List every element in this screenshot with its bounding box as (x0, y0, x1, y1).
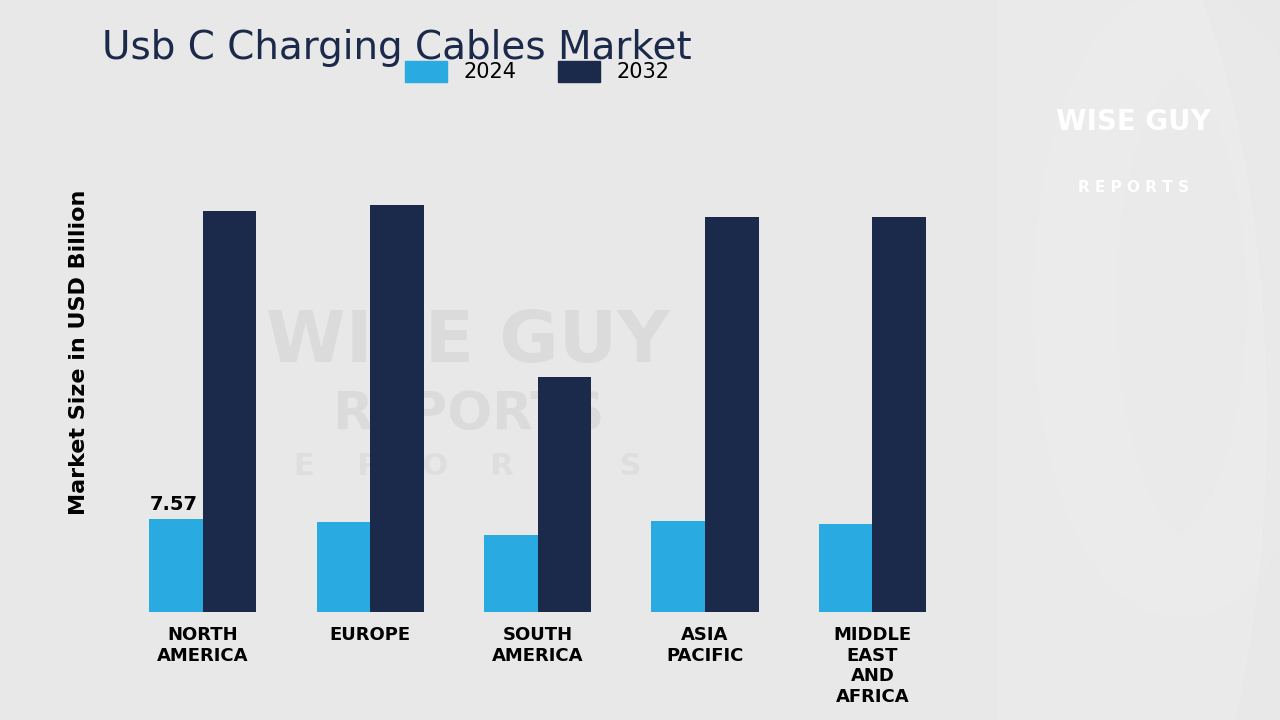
Bar (819, 524, 873, 612)
Text: E    P    O    R    T    S: E P O R T S (294, 452, 641, 482)
Bar (538, 377, 591, 612)
Bar (652, 521, 705, 612)
Text: R E P O R T S: R E P O R T S (1078, 180, 1189, 194)
Text: WISE GUY: WISE GUY (1056, 109, 1211, 136)
Text: 7.57: 7.57 (150, 495, 197, 513)
Bar (150, 518, 202, 612)
Bar (370, 204, 424, 612)
Legend: 2024, 2032: 2024, 2032 (397, 52, 678, 91)
Text: WISE GUY: WISE GUY (266, 308, 669, 377)
Bar (484, 536, 538, 612)
Text: REPORTS: REPORTS (332, 389, 604, 441)
Bar (316, 522, 370, 612)
Text: Usb C Charging Cables Market: Usb C Charging Cables Market (102, 29, 692, 67)
Circle shape (787, 0, 1266, 720)
Bar (873, 217, 925, 612)
Bar (705, 217, 759, 612)
Y-axis label: Market Size in USD Billion: Market Size in USD Billion (69, 190, 88, 516)
Bar (202, 211, 256, 612)
